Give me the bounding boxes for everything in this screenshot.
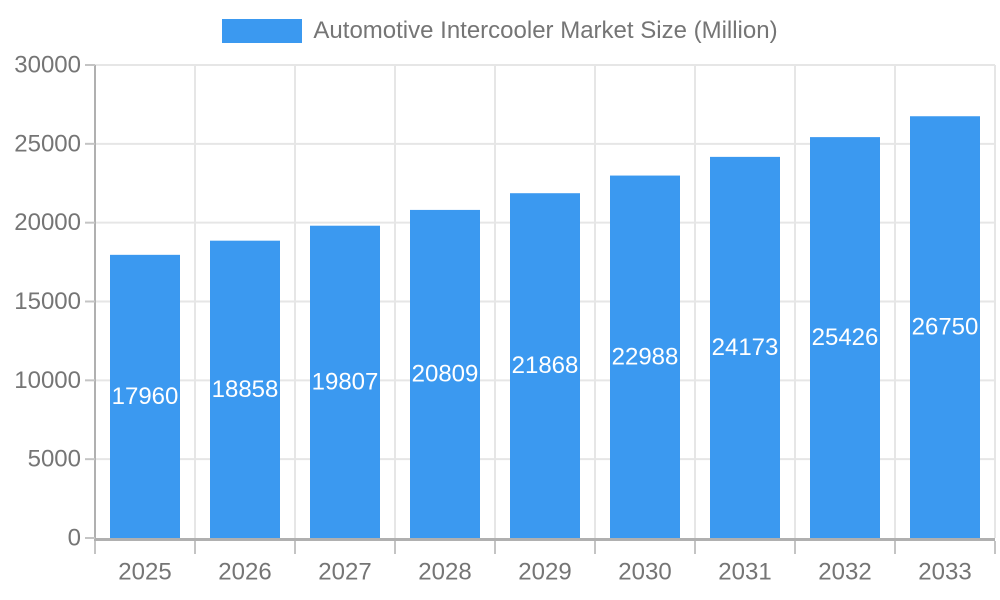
bar-2031[interactable]	[710, 156, 780, 538]
bar-2030[interactable]	[610, 175, 680, 539]
x-tick-label-2025: 2025	[118, 559, 171, 586]
bar-value-label-2033: 26750	[912, 314, 979, 341]
x-tick-label-2032: 2032	[818, 559, 871, 586]
y-tick-label-5000: 5000	[28, 446, 81, 473]
bar-2027[interactable]	[310, 225, 380, 538]
bar-value-label-2027: 19807	[312, 368, 379, 395]
x-tick-label-2028: 2028	[418, 559, 471, 586]
bar-value-label-2025: 17960	[112, 383, 179, 410]
bar-value-label-2026: 18858	[212, 376, 279, 403]
legend-swatch	[222, 19, 303, 43]
bar-2029[interactable]	[510, 193, 580, 538]
bar-value-label-2030: 22988	[612, 343, 679, 370]
y-tick-label-30000: 30000	[14, 52, 81, 79]
y-tick-label-15000: 15000	[14, 288, 81, 315]
x-tick-label-2029: 2029	[518, 559, 571, 586]
x-tick-label-2027: 2027	[318, 559, 371, 586]
bar-2025[interactable]	[110, 254, 180, 538]
y-tick-label-20000: 20000	[14, 209, 81, 236]
bar-value-label-2032: 25426	[812, 324, 879, 351]
x-tick-label-2030: 2030	[618, 559, 671, 586]
bar-value-label-2029: 21868	[512, 352, 579, 379]
legend-label: Automotive Intercooler Market Size (Mill…	[313, 17, 778, 44]
x-tick-label-2033: 2033	[918, 559, 971, 586]
chart-legend: Automotive Intercooler Market Size (Mill…	[0, 17, 1000, 45]
bar-value-label-2028: 20809	[412, 360, 479, 387]
bar-2032[interactable]	[810, 137, 880, 538]
y-tick-label-0: 0	[68, 525, 81, 552]
x-tick-label-2026: 2026	[218, 559, 271, 586]
y-tick-label-10000: 10000	[14, 367, 81, 394]
bar-2033[interactable]	[910, 116, 980, 538]
x-tick-label-2031: 2031	[718, 559, 771, 586]
bar-2026[interactable]	[210, 240, 280, 539]
bar-value-label-2031: 24173	[712, 334, 779, 361]
bar-2028[interactable]	[410, 209, 480, 538]
y-tick-label-25000: 25000	[14, 130, 81, 157]
